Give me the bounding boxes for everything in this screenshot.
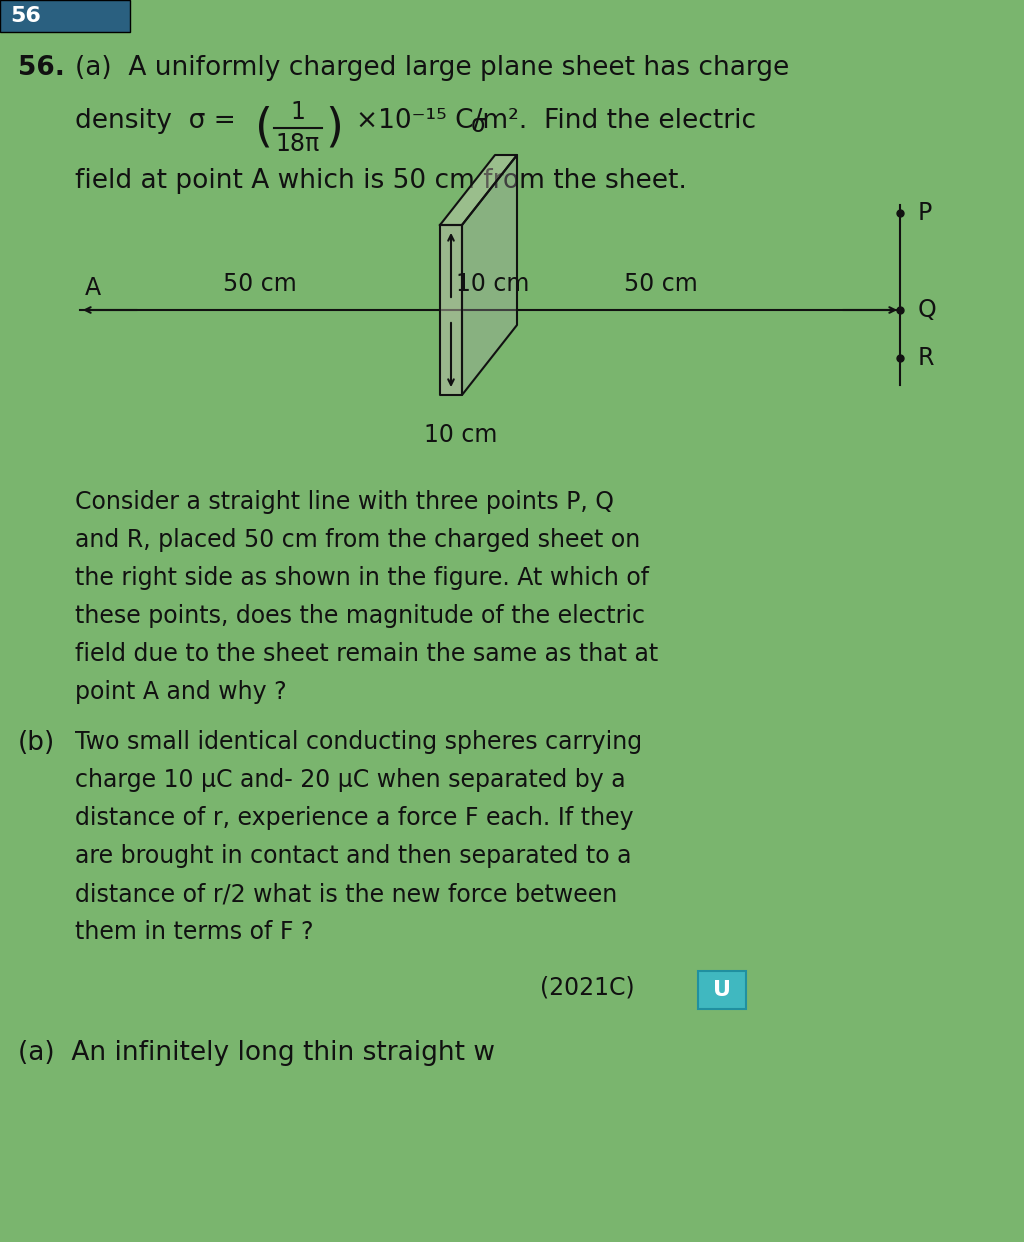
Polygon shape bbox=[462, 155, 517, 395]
Text: 1: 1 bbox=[291, 101, 305, 124]
Text: P: P bbox=[918, 201, 932, 225]
Text: field due to the sheet remain the same as that at: field due to the sheet remain the same a… bbox=[75, 642, 658, 666]
Text: these points, does the magnitude of the electric: these points, does the magnitude of the … bbox=[75, 604, 645, 628]
Text: them in terms of F ?: them in terms of F ? bbox=[75, 920, 313, 944]
Text: (a)  A uniformly charged large plane sheet has charge: (a) A uniformly charged large plane shee… bbox=[75, 55, 790, 81]
Text: the right side as shown in the figure. At which of: the right side as shown in the figure. A… bbox=[75, 566, 649, 590]
FancyBboxPatch shape bbox=[0, 0, 130, 32]
Text: U: U bbox=[713, 980, 731, 1000]
Text: point A and why ?: point A and why ? bbox=[75, 681, 287, 704]
Text: Q: Q bbox=[918, 298, 937, 322]
Text: σ: σ bbox=[471, 113, 486, 137]
Text: ×10⁻¹⁵ C/m².  Find the electric: ×10⁻¹⁵ C/m². Find the electric bbox=[356, 108, 756, 134]
Text: Consider a straight line with three points P, Q: Consider a straight line with three poin… bbox=[75, 491, 614, 514]
Text: 50 cm: 50 cm bbox=[624, 272, 698, 296]
Text: 10 cm: 10 cm bbox=[424, 424, 498, 447]
Text: and R, placed 50 cm from the charged sheet on: and R, placed 50 cm from the charged she… bbox=[75, 528, 640, 551]
Text: density  σ =: density σ = bbox=[75, 108, 244, 134]
Text: (2021C): (2021C) bbox=[540, 975, 635, 999]
Text: 56: 56 bbox=[10, 6, 41, 26]
Text: distance of r/2 what is the new force between: distance of r/2 what is the new force be… bbox=[75, 882, 617, 905]
Text: field at point A which is 50 cm from the sheet.: field at point A which is 50 cm from the… bbox=[75, 168, 687, 194]
Text: (b): (b) bbox=[18, 730, 55, 756]
Text: Two small identical conducting spheres carrying: Two small identical conducting spheres c… bbox=[75, 730, 642, 754]
FancyBboxPatch shape bbox=[698, 971, 746, 1009]
Text: (a)  An infinitely long thin straight w: (a) An infinitely long thin straight w bbox=[18, 1040, 495, 1066]
Text: (: ( bbox=[255, 106, 273, 150]
Text: charge 10 μC and- 20 μC when separated by a: charge 10 μC and- 20 μC when separated b… bbox=[75, 768, 626, 792]
Text: 18π: 18π bbox=[275, 132, 321, 156]
Text: distance of r, experience a force F each. If they: distance of r, experience a force F each… bbox=[75, 806, 634, 830]
Polygon shape bbox=[440, 225, 462, 395]
Text: are brought in contact and then separated to a: are brought in contact and then separate… bbox=[75, 845, 632, 868]
Text: 10 cm: 10 cm bbox=[456, 272, 529, 296]
Text: 50 cm: 50 cm bbox=[223, 272, 297, 296]
Text: R: R bbox=[918, 347, 935, 370]
Text: A: A bbox=[85, 276, 101, 301]
Text: ): ) bbox=[325, 106, 343, 150]
Polygon shape bbox=[440, 155, 517, 225]
Text: 56.: 56. bbox=[18, 55, 65, 81]
